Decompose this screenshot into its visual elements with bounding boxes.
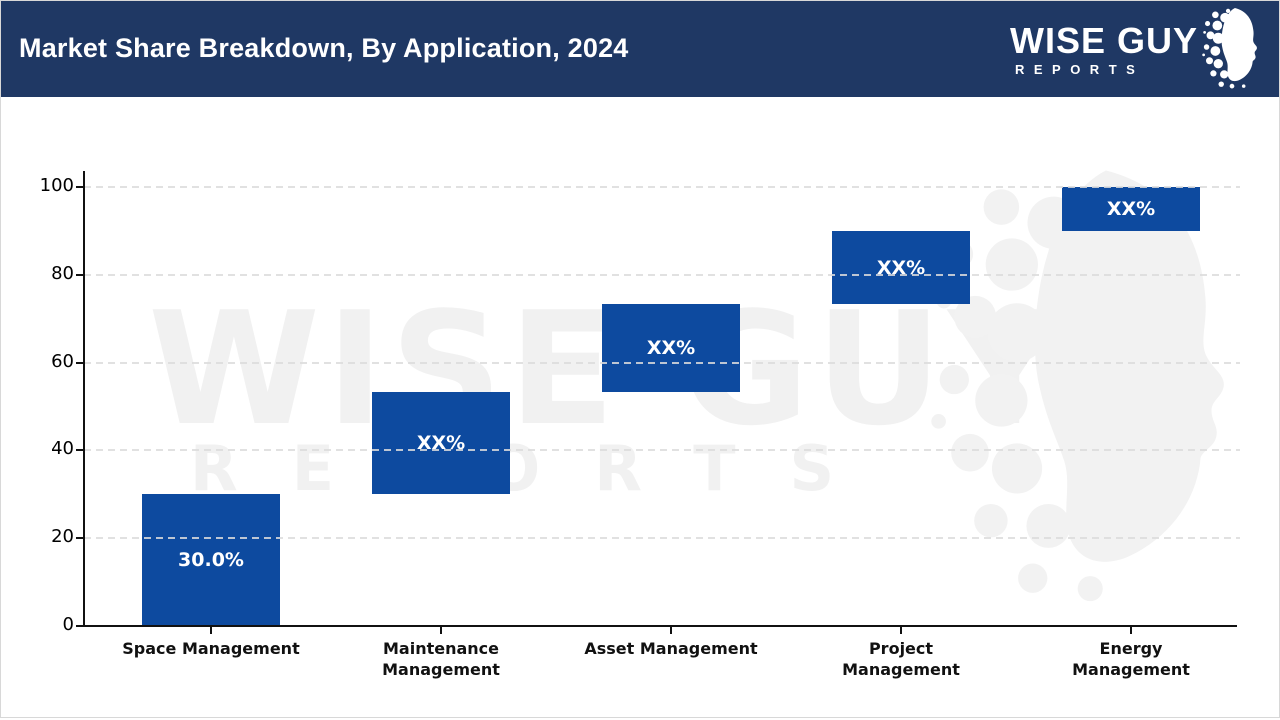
gridline-y40 xyxy=(84,449,1240,452)
x-axis-line xyxy=(83,625,1237,627)
x-axis-category-label: Maintenance Management xyxy=(382,639,500,679)
y-axis-tick-label: 100 xyxy=(39,175,74,196)
y-axis-tick-label: 40 xyxy=(51,438,74,460)
bar-value-label: XX% xyxy=(876,256,926,279)
bar-value-label: XX% xyxy=(416,432,466,455)
y-tick-mark xyxy=(76,361,84,364)
logo-brand-text: WISE GUY xyxy=(1009,19,1198,61)
y-axis-tick-label: 80 xyxy=(51,262,74,284)
logo-brand-subtext: REPORTS xyxy=(1014,61,1145,77)
y-axis-line xyxy=(83,171,85,627)
y-tick-mark xyxy=(76,273,84,276)
bar-value-label: XX% xyxy=(646,337,696,360)
gridline-y60 xyxy=(84,361,1240,364)
x-axis-category-label: Asset Management xyxy=(584,639,758,658)
watermark-text-line2: REPORTS xyxy=(190,432,889,505)
gridline-y100 xyxy=(84,186,1240,188)
bar-maintenance-management: XX% xyxy=(372,392,510,495)
y-axis-tick-label: 60 xyxy=(51,350,74,372)
x-tick-mark xyxy=(900,627,902,634)
bar-value-label: 30.0% xyxy=(178,549,244,572)
bar-asset-management: XX% xyxy=(602,304,740,392)
bar-space-management: 30.0% xyxy=(142,494,280,626)
gridline-y80 xyxy=(84,273,1240,276)
watermark-head-graphic xyxy=(931,170,1224,602)
gridline-y20 xyxy=(84,537,1240,540)
x-axis-category-label: Project Management xyxy=(842,639,960,679)
y-axis-tick-label: 20 xyxy=(51,526,74,548)
header-bar: Market Share Breakdown, By Application, … xyxy=(0,0,1280,97)
bar-project-management: XX% xyxy=(832,230,970,305)
y-tick-mark xyxy=(76,186,84,188)
y-axis-tick-label: 0 xyxy=(62,614,74,635)
y-tick-mark xyxy=(76,537,84,540)
y-tick-mark xyxy=(76,625,84,627)
x-tick-mark xyxy=(210,627,212,634)
x-tick-mark xyxy=(440,627,442,634)
y-tick-mark xyxy=(76,449,84,452)
page-title: Market Share Breakdown, By Application, … xyxy=(19,33,629,63)
bar-value-label: XX% xyxy=(1106,197,1156,220)
x-tick-mark xyxy=(1130,627,1132,634)
x-axis-category-label: Space Management xyxy=(122,639,300,658)
dotted-head-icon xyxy=(1202,7,1257,89)
bar-energy-management: XX% xyxy=(1062,187,1200,231)
x-tick-mark xyxy=(670,627,672,634)
wise-guy-reports-logo: WISE GUY REPORTS xyxy=(1010,6,1270,92)
x-axis-category-label: Energy Management xyxy=(1072,639,1190,679)
